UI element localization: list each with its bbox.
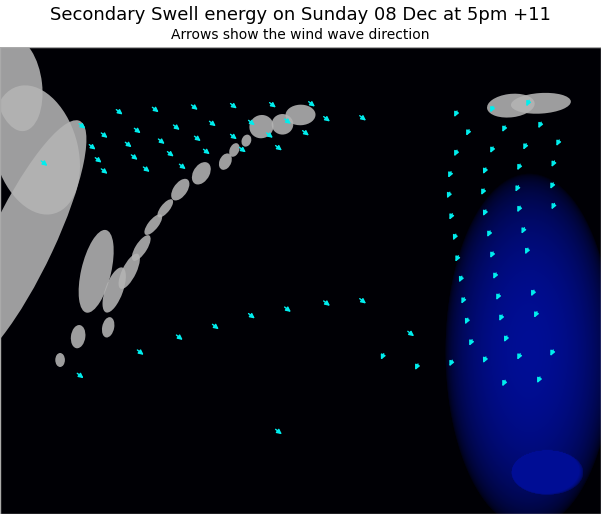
Ellipse shape bbox=[102, 317, 114, 338]
Ellipse shape bbox=[157, 199, 173, 217]
Ellipse shape bbox=[285, 105, 316, 125]
Ellipse shape bbox=[272, 114, 293, 135]
Ellipse shape bbox=[0, 38, 43, 131]
Ellipse shape bbox=[144, 214, 162, 235]
Ellipse shape bbox=[0, 120, 87, 366]
Text: Secondary Swell energy on Sunday 08 Dec at 5pm +11: Secondary Swell energy on Sunday 08 Dec … bbox=[50, 6, 551, 24]
Ellipse shape bbox=[242, 135, 251, 146]
Ellipse shape bbox=[219, 153, 232, 170]
Ellipse shape bbox=[511, 93, 571, 114]
Ellipse shape bbox=[132, 235, 151, 261]
Ellipse shape bbox=[192, 162, 211, 185]
Ellipse shape bbox=[0, 85, 80, 214]
Ellipse shape bbox=[55, 353, 65, 367]
Ellipse shape bbox=[79, 230, 114, 313]
Text: Arrows show the wind wave direction: Arrows show the wind wave direction bbox=[171, 28, 430, 43]
Ellipse shape bbox=[118, 254, 140, 289]
Ellipse shape bbox=[171, 179, 189, 200]
Ellipse shape bbox=[229, 143, 240, 157]
Ellipse shape bbox=[103, 267, 126, 313]
Ellipse shape bbox=[249, 115, 273, 138]
Ellipse shape bbox=[487, 94, 535, 118]
Ellipse shape bbox=[71, 325, 85, 348]
